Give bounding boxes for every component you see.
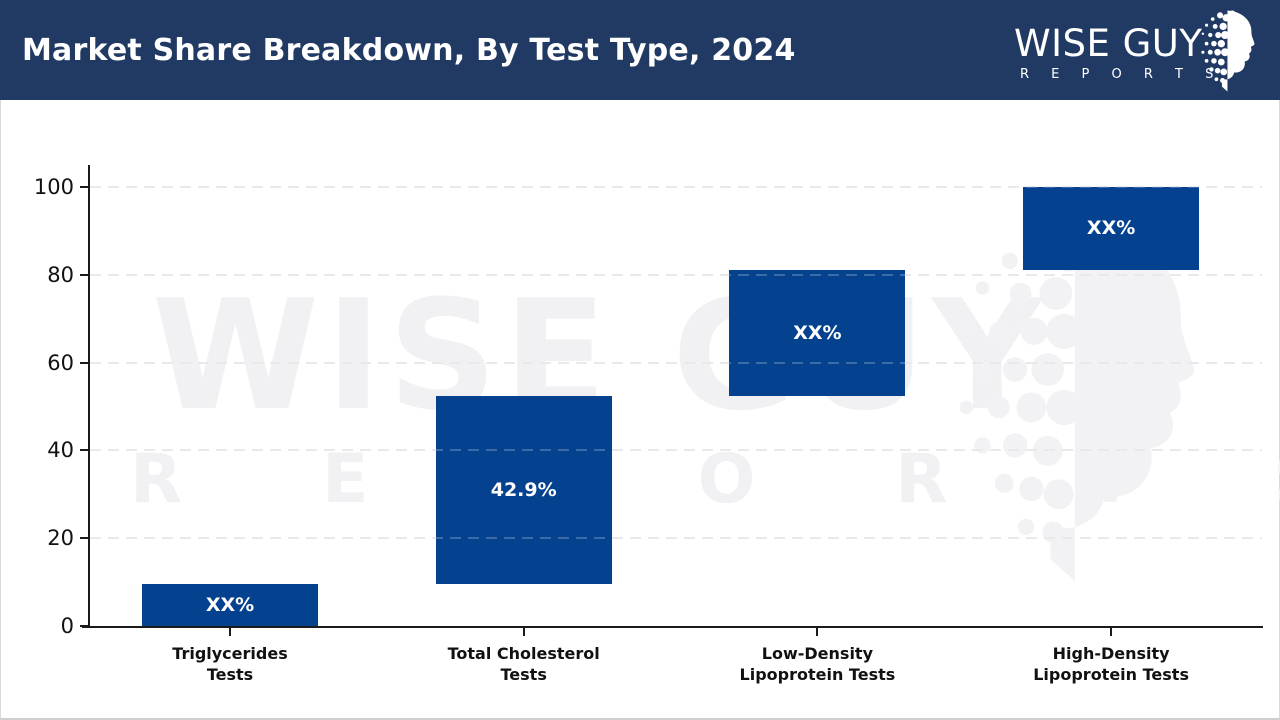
- gridline-highlight: [90, 449, 1262, 452]
- waterfall-bar: XX%: [729, 269, 906, 396]
- waterfall-bar: 42.9%: [435, 395, 612, 585]
- wise-guy-head-icon: [1201, 10, 1255, 92]
- x-category-label: High-Density Lipoprotein Tests: [971, 643, 1251, 685]
- gridline-highlight: [90, 185, 1262, 188]
- bar-value-label: XX%: [793, 321, 842, 344]
- bar-value-label: XX%: [1086, 217, 1136, 240]
- page-title: Market Share Breakdown, By Test Type, 20…: [22, 32, 796, 68]
- y-axis-line: [88, 165, 90, 628]
- x-category-label-line: Tests: [206, 665, 254, 684]
- bar-value-label: XX%: [205, 594, 255, 617]
- logo-text: WISE GUY R E P O R T S: [1014, 22, 1223, 82]
- waterfall-bar: XX%: [1023, 186, 1200, 270]
- y-tick-mark: [80, 537, 88, 540]
- x-category-label-line: Lipoprotein Tests: [739, 665, 896, 684]
- x-category-label-line: Lipoprotein Tests: [1033, 665, 1189, 684]
- x-category-label-line: Tests: [500, 665, 547, 684]
- x-category-label: Triglycerides Tests: [90, 643, 370, 685]
- y-tick-label: 100: [33, 174, 74, 199]
- y-tick-label: 60: [47, 350, 74, 375]
- x-category-label-line: Total Cholesterol: [447, 644, 600, 663]
- wise-guy-logo: WISE GUY R E P O R T S: [1014, 8, 1264, 92]
- plot-area: 0 20 40 60 80 100 XX% Triglycerides Tests 42.9% To…: [34, 165, 1263, 684]
- x-tick-mark: [522, 628, 525, 636]
- gridline: [90, 185, 1262, 188]
- y-tick-mark: [80, 273, 88, 276]
- x-category-label-line: Triglycerides: [172, 644, 288, 663]
- gridline: [90, 273, 1262, 276]
- logo-subtitle: R E P O R T S: [1020, 67, 1223, 82]
- gridline: [90, 537, 1262, 540]
- logo-wordmark: WISE GUY: [1014, 22, 1203, 65]
- y-tick-label: 20: [47, 526, 74, 551]
- x-tick-mark: [1110, 628, 1113, 636]
- x-category-label-line: Low-Density: [761, 644, 873, 663]
- x-category-label: Total Cholesterol Tests: [384, 643, 664, 685]
- y-tick-mark: [80, 185, 88, 188]
- x-category-label: Low-Density Lipoprotein Tests: [677, 643, 957, 685]
- y-tick-label: 80: [47, 262, 74, 287]
- waterfall-bar: XX%: [142, 584, 318, 626]
- gridline: [90, 449, 1262, 452]
- y-tick-label: 40: [47, 438, 74, 463]
- x-tick-mark: [229, 628, 231, 636]
- y-tick-mark: [80, 361, 88, 364]
- y-tick-label: 0: [60, 614, 74, 638]
- x-category-label-line: High-Density: [1052, 644, 1170, 663]
- bar-value-label: 42.9%: [490, 479, 557, 502]
- gridline: [90, 361, 1262, 364]
- x-axis-line: [82, 626, 1263, 628]
- gridline-highlight: [90, 537, 1262, 540]
- header-bar: Market Share Breakdown, By Test Type, 20…: [0, 0, 1280, 100]
- gridline-highlight: [90, 361, 1262, 364]
- gridline-highlight: [90, 273, 1262, 276]
- y-tick-mark: [80, 449, 88, 452]
- x-tick-mark: [816, 628, 819, 636]
- y-tick-mark: [80, 625, 88, 627]
